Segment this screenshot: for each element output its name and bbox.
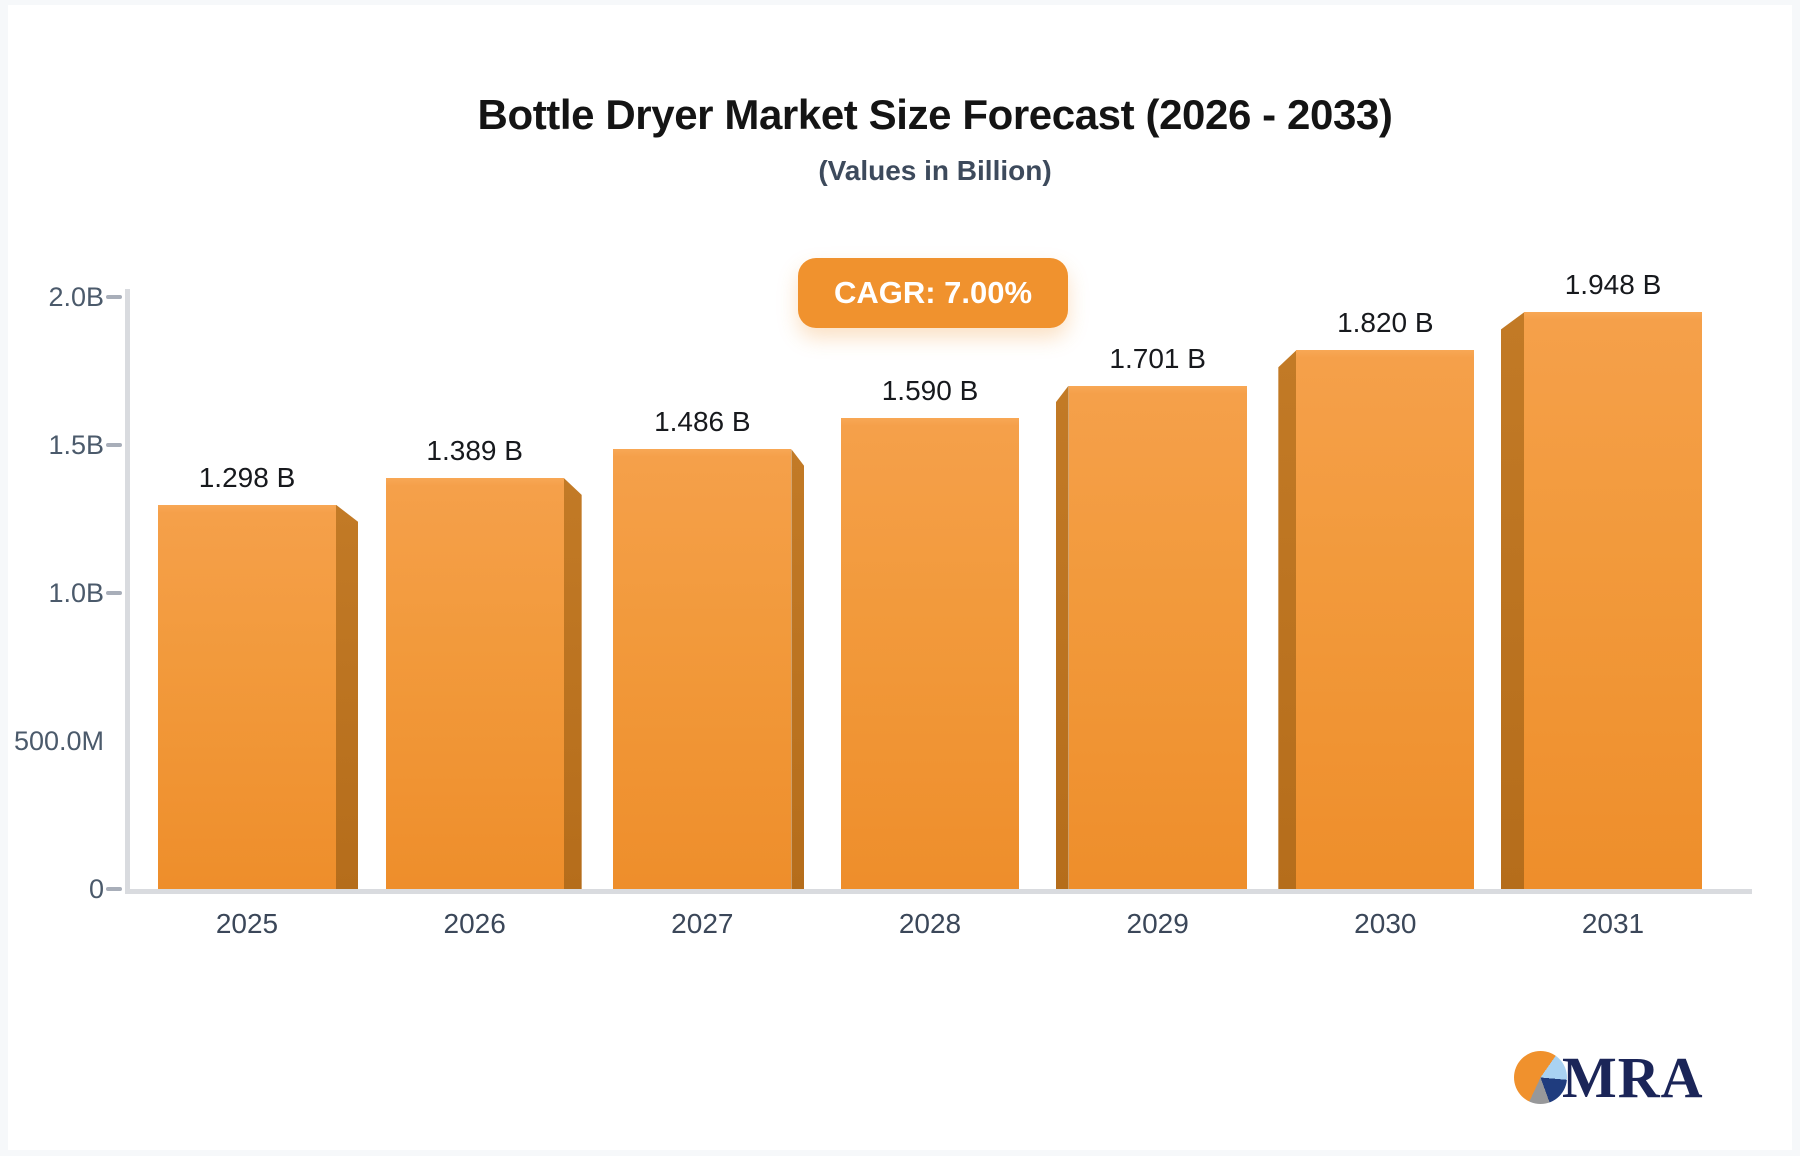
x-axis-tick-label: 2025: [215, 908, 279, 939]
bar-side-3d: [1278, 350, 1297, 889]
y-axis-tick-label: 500.0M: [13, 726, 104, 756]
x-axis-tick-label: 2030: [1354, 908, 1417, 939]
x-axis-tick-label: 2031: [1581, 908, 1645, 939]
bar-side-3d: [1501, 312, 1524, 889]
x-axis-tick-label: 2026: [443, 908, 506, 939]
y-axis-tick-mark: [106, 887, 122, 891]
bar: [841, 418, 1019, 889]
x-axis-tick-label: 2028: [898, 908, 962, 939]
x-axis-line: [125, 889, 1752, 894]
bar: [1296, 350, 1475, 889]
bar-side-3d: [1055, 385, 1069, 889]
y-axis-tick-mark: [106, 295, 122, 299]
bar-side-3d: [563, 477, 582, 889]
bar-value-label: 1.701 B: [1109, 342, 1206, 374]
bar: [385, 477, 564, 889]
bar: [613, 449, 792, 889]
chart-subtitle: (Values in Billion): [818, 155, 1052, 186]
bar-side-3d: [336, 504, 358, 889]
brand-logo: MRA: [1514, 1045, 1704, 1110]
bar-value-label: 1.389 B: [426, 434, 523, 466]
y-axis-tick-label: 2.0B: [48, 282, 104, 312]
pie-chart-logo-icon: [1514, 1050, 1567, 1104]
bar: [1524, 312, 1702, 889]
chart-title: Bottle Dryer Market Size Forecast (2026 …: [477, 91, 1393, 138]
bar-value-label: 1.948 B: [1564, 269, 1662, 301]
y-axis-tick-label: 1.0B: [48, 578, 104, 608]
bar: [158, 504, 336, 889]
bar-value-label: 1.820 B: [1337, 307, 1434, 339]
y-axis-tick-label: 1.5B: [48, 430, 104, 460]
bar-value-label: 1.298 B: [198, 461, 296, 493]
brand-logo-text: MRA: [1562, 1044, 1704, 1110]
x-axis-tick-label: 2027: [671, 908, 734, 939]
y-axis-tick-label: 0: [88, 874, 104, 904]
bar-value-label: 1.590 B: [881, 375, 979, 407]
bar-side-3d: [791, 449, 805, 889]
y-axis-tick-mark: [106, 443, 122, 447]
cagr-badge: CAGR: 7.00%: [798, 258, 1068, 328]
chart-card: Bottle Dryer Market Size Forecast (2026 …: [8, 5, 1792, 1150]
y-axis-line: [125, 289, 130, 894]
chart-header: Bottle Dryer Market Size Forecast (2026 …: [138, 91, 1732, 187]
y-axis-tick-mark: [106, 591, 122, 595]
x-axis-tick-label: 2029: [1126, 908, 1189, 939]
bar-value-label: 1.486 B: [654, 406, 751, 438]
bar: [1068, 385, 1247, 889]
